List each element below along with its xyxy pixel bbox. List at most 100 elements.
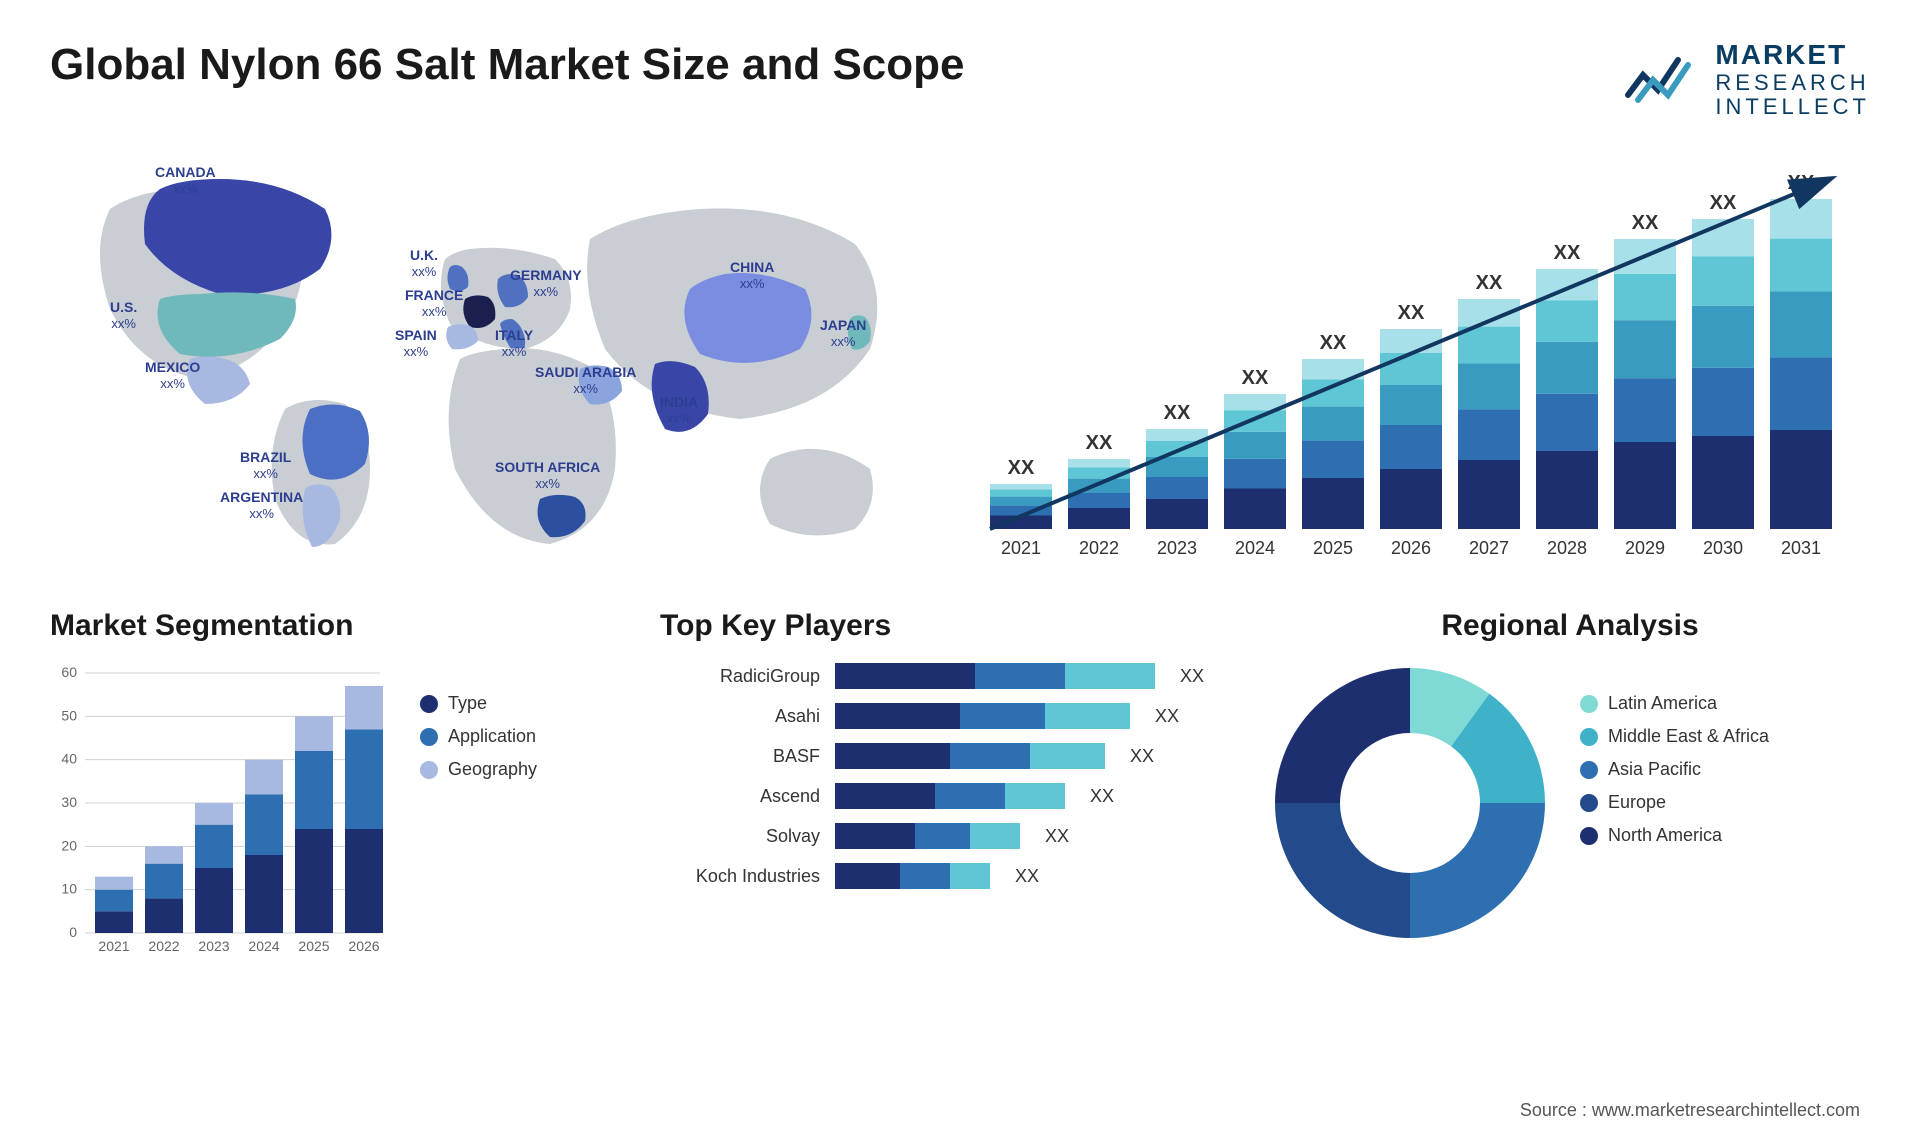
svg-text:2023: 2023 (198, 938, 229, 954)
map-label: INDIAxx% (660, 394, 698, 426)
regional-title: Regional Analysis (1270, 609, 1870, 643)
svg-text:40: 40 (61, 751, 77, 767)
segmentation-svg: 0102030405060202120222023202420252026 (50, 663, 390, 963)
legend-item: Europe (1580, 792, 1769, 813)
legend-label: Europe (1608, 792, 1666, 813)
source-text: Source : www.marketresearchintellect.com (1520, 1100, 1860, 1121)
svg-text:XX: XX (1554, 242, 1581, 264)
regional-panel: Regional Analysis Latin AmericaMiddle Ea… (1270, 609, 1870, 963)
player-name: Ascend (660, 786, 820, 807)
svg-text:XX: XX (1398, 302, 1425, 324)
map-label: FRANCExx% (405, 287, 463, 319)
svg-text:XX: XX (1086, 432, 1113, 454)
map-label: SAUDI ARABIAxx% (535, 364, 636, 396)
player-row: Ascend XX (660, 783, 1220, 809)
player-bar-segment (915, 823, 970, 849)
player-bar-segment (970, 823, 1020, 849)
svg-text:XX: XX (1320, 332, 1347, 354)
svg-text:30: 30 (61, 794, 77, 810)
player-bar-segment (960, 703, 1045, 729)
svg-text:50: 50 (61, 708, 77, 724)
map-label: ARGENTINAxx% (220, 489, 303, 521)
svg-text:2026: 2026 (1391, 538, 1431, 558)
map-label: SOUTH AFRICAxx% (495, 459, 600, 491)
player-row: Koch Industries XX (660, 863, 1220, 889)
player-bar-segment (935, 783, 1005, 809)
legend-swatch (1580, 761, 1598, 779)
legend-item: Application (420, 726, 537, 747)
map-label: GERMANYxx% (510, 267, 582, 299)
svg-text:2030: 2030 (1703, 538, 1743, 558)
player-row: Solvay XX (660, 823, 1220, 849)
player-name: Solvay (660, 826, 820, 847)
svg-text:20: 20 (61, 838, 77, 854)
player-bar (835, 783, 1065, 809)
map-label: BRAZILxx% (240, 449, 291, 481)
legend-swatch (420, 728, 438, 746)
player-bar-segment (1005, 783, 1065, 809)
svg-text:2024: 2024 (1235, 538, 1275, 558)
player-value: XX (1090, 786, 1114, 807)
map-label: JAPANxx% (820, 317, 866, 349)
svg-text:2023: 2023 (1157, 538, 1197, 558)
legend-item: North America (1580, 825, 1769, 846)
player-row: AsahiXX (660, 703, 1220, 729)
player-bar-segment (835, 663, 975, 689)
segmentation-title: Market Segmentation (50, 609, 610, 643)
players-rows: RadiciGroupXXAsahiXXBASFXXAscendXXSolvay… (660, 663, 1220, 889)
player-bar-segment (900, 863, 950, 889)
legend-label: Asia Pacific (1608, 759, 1701, 780)
svg-text:XX: XX (1632, 212, 1659, 234)
player-bar (835, 703, 1130, 729)
svg-text:2025: 2025 (298, 938, 329, 954)
player-name: RadiciGroup (660, 666, 820, 687)
map-label: CANADAxx% (155, 164, 216, 196)
forecast-svg: XX2021XX2022XX2023XX2024XX2025XX2026XX20… (960, 149, 1860, 569)
legend-item: Type (420, 693, 537, 714)
legend-label: Middle East & Africa (1608, 726, 1769, 747)
player-value: XX (1130, 746, 1154, 767)
svg-text:60: 60 (61, 664, 77, 680)
legend-swatch (1580, 695, 1598, 713)
header: Global Nylon 66 Salt Market Size and Sco… (50, 40, 1870, 119)
svg-text:2027: 2027 (1469, 538, 1509, 558)
svg-text:XX: XX (1164, 402, 1191, 424)
svg-text:XX: XX (1242, 367, 1269, 389)
forecast-chart: XX2021XX2022XX2023XX2024XX2025XX2026XX20… (960, 149, 1870, 569)
svg-text:XX: XX (1476, 272, 1503, 294)
legend-swatch (420, 695, 438, 713)
player-name: Koch Industries (660, 866, 820, 887)
svg-text:0: 0 (69, 924, 77, 940)
player-bar-segment (835, 783, 935, 809)
players-title: Top Key Players (660, 609, 1220, 643)
logo-icon (1623, 50, 1703, 110)
svg-text:XX: XX (1008, 457, 1035, 479)
player-name: BASF (660, 746, 820, 767)
player-value: XX (1045, 826, 1069, 847)
segmentation-bars: 0102030405060202120222023202420252026 (50, 663, 390, 963)
legend-swatch (1580, 728, 1598, 746)
player-bar (835, 743, 1105, 769)
svg-text:2025: 2025 (1313, 538, 1353, 558)
svg-text:2021: 2021 (98, 938, 129, 954)
legend-swatch (420, 761, 438, 779)
player-value: XX (1180, 666, 1204, 687)
map-label: CHINAxx% (730, 259, 774, 291)
svg-text:2024: 2024 (248, 938, 279, 954)
player-bar-segment (950, 863, 990, 889)
top-section: CANADAxx%U.S.xx%MEXICOxx%BRAZILxx%ARGENT… (50, 149, 1870, 569)
svg-text:2026: 2026 (348, 938, 379, 954)
svg-text:2031: 2031 (1781, 538, 1821, 558)
player-value: XX (1015, 866, 1039, 887)
legend-item: Geography (420, 759, 537, 780)
player-bar-segment (835, 703, 960, 729)
player-name: Asahi (660, 706, 820, 727)
legend-swatch (1580, 794, 1598, 812)
segmentation-chart: 0102030405060202120222023202420252026 Ty… (50, 663, 610, 963)
legend-label: Application (448, 726, 536, 747)
player-bar-segment (835, 863, 900, 889)
player-bar-segment (835, 823, 915, 849)
legend-label: Geography (448, 759, 537, 780)
player-bar-segment (1045, 703, 1130, 729)
bottom-section: Market Segmentation 01020304050602021202… (50, 609, 1870, 963)
